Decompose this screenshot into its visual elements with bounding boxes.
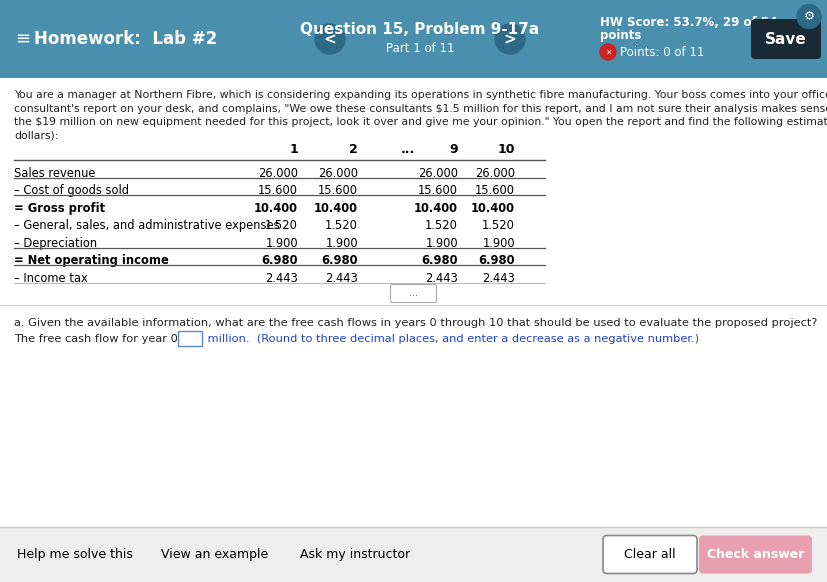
Text: 26.000: 26.000 [475,166,515,180]
Text: >: > [504,32,516,47]
Text: You are a manager at Northern Fibre, which is considering expanding its operatio: You are a manager at Northern Fibre, whi… [14,90,827,100]
Text: Ask my instructor: Ask my instructor [300,548,410,561]
Circle shape [600,44,616,60]
Text: <: < [323,32,337,47]
Text: View an example: View an example [161,548,269,561]
FancyBboxPatch shape [390,285,437,303]
Text: 1: 1 [289,143,298,156]
Text: Check answer: Check answer [707,548,804,561]
Text: consultant's report on your desk, and complains, "We owe these consultants $1.5 : consultant's report on your desk, and co… [14,104,827,113]
Text: Clear all: Clear all [624,548,676,561]
Text: dollars):: dollars): [14,130,59,140]
Circle shape [315,24,345,54]
Text: 26.000: 26.000 [318,166,358,180]
Text: the $19 million on new equipment needed for this project, look it over and give : the $19 million on new equipment needed … [14,117,827,127]
Text: = Gross profit: = Gross profit [14,201,105,215]
Text: 10: 10 [498,143,515,156]
Text: 6.980: 6.980 [479,254,515,267]
Text: 15.600: 15.600 [475,184,515,197]
Text: 2.443: 2.443 [482,272,515,285]
Text: Sales revenue: Sales revenue [14,166,95,180]
Text: 10.400: 10.400 [314,201,358,215]
FancyBboxPatch shape [751,19,821,59]
Text: 15.600: 15.600 [258,184,298,197]
FancyBboxPatch shape [0,527,827,582]
Text: 9: 9 [449,143,458,156]
FancyBboxPatch shape [699,535,812,573]
Text: a. Given the available information, what are the free cash flows in years 0 thro: a. Given the available information, what… [14,318,817,328]
Text: ...: ... [409,289,418,299]
Circle shape [495,24,525,54]
Text: ⚙: ⚙ [803,10,815,23]
Text: – Depreciation: – Depreciation [14,237,97,250]
Text: ✕: ✕ [605,48,611,57]
Text: 1.900: 1.900 [265,237,298,250]
Text: 6.980: 6.980 [261,254,298,267]
Text: points: points [600,29,642,41]
Text: Help me solve this: Help me solve this [17,548,133,561]
Text: 1.520: 1.520 [425,219,458,232]
Text: 6.980: 6.980 [322,254,358,267]
Text: 10.400: 10.400 [471,201,515,215]
Text: 2.443: 2.443 [425,272,458,285]
Text: = Net operating income: = Net operating income [14,254,169,267]
FancyBboxPatch shape [0,0,827,78]
Text: – Cost of goods sold: – Cost of goods sold [14,184,129,197]
Text: 1.900: 1.900 [425,237,458,250]
Text: 15.600: 15.600 [418,184,458,197]
Text: ≡: ≡ [15,30,30,48]
Text: Save: Save [765,31,807,47]
Text: Points: 0 of 11: Points: 0 of 11 [620,45,705,59]
Text: 1.900: 1.900 [482,237,515,250]
Text: The free cash flow for year 0 is $: The free cash flow for year 0 is $ [14,333,202,343]
Text: HW Score: 53.7%, 29 of 54: HW Score: 53.7%, 29 of 54 [600,16,777,29]
Text: 6.980: 6.980 [422,254,458,267]
Text: 26.000: 26.000 [418,166,458,180]
Text: 10.400: 10.400 [414,201,458,215]
FancyBboxPatch shape [0,78,827,527]
Text: 1.520: 1.520 [482,219,515,232]
Text: Question 15, Problem 9-17a: Question 15, Problem 9-17a [300,22,540,37]
Text: 15.600: 15.600 [318,184,358,197]
Text: 10.400: 10.400 [254,201,298,215]
FancyBboxPatch shape [178,331,202,346]
Text: Part 1 of 11: Part 1 of 11 [385,41,454,55]
Text: million.  (Round to three decimal places, and enter a decrease as a negative num: million. (Round to three decimal places,… [204,333,699,343]
Text: 2.443: 2.443 [325,272,358,285]
Text: 26.000: 26.000 [258,166,298,180]
FancyBboxPatch shape [603,535,697,573]
Text: 1.900: 1.900 [325,237,358,250]
Text: 1.520: 1.520 [265,219,298,232]
Text: Homework:  Lab #2: Homework: Lab #2 [34,30,218,48]
Text: 2: 2 [349,143,358,156]
Text: 2.443: 2.443 [265,272,298,285]
Circle shape [797,5,821,29]
Text: 1.520: 1.520 [325,219,358,232]
Text: ...: ... [401,143,415,156]
Text: – Income tax: – Income tax [14,272,88,285]
Text: – General, sales, and administrative expenses: – General, sales, and administrative exp… [14,219,280,232]
